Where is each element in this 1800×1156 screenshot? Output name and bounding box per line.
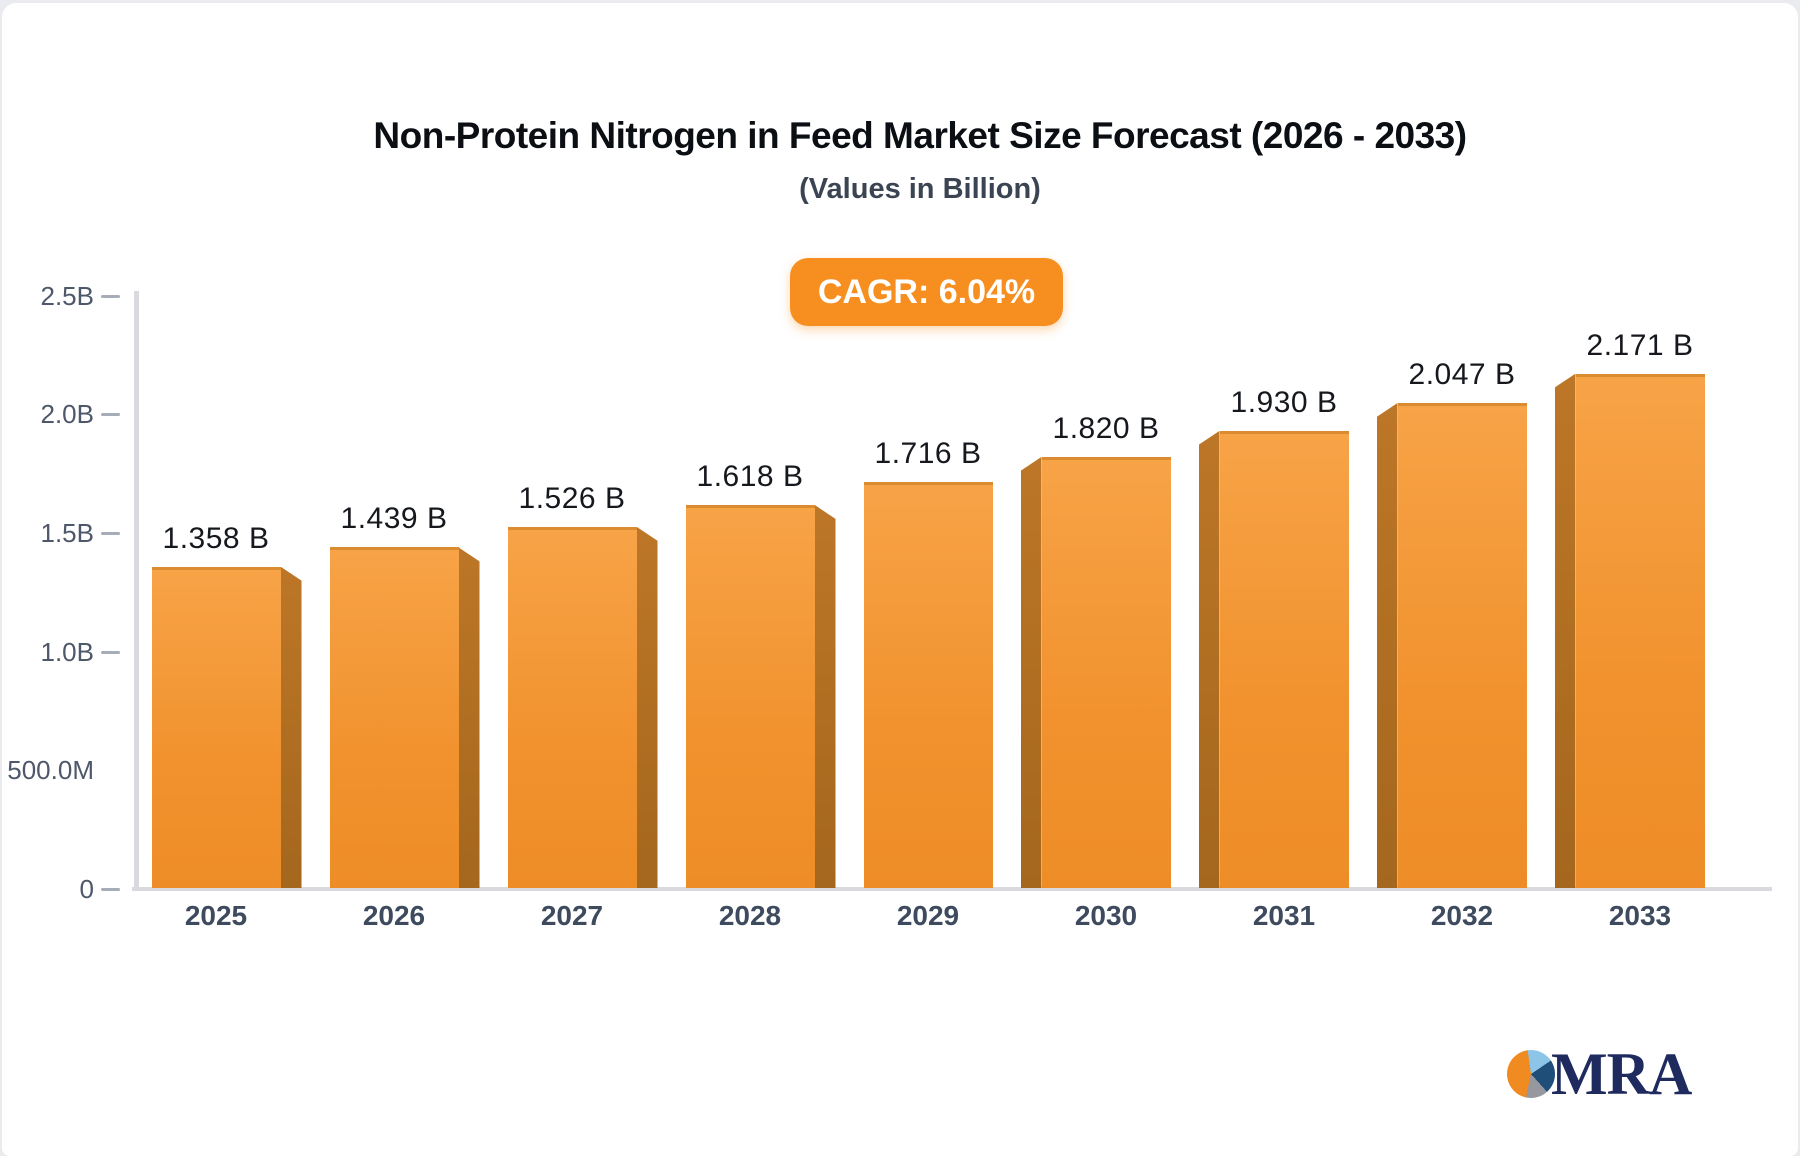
x-category-label-2027: 2027: [540, 900, 604, 931]
bar-2028: [685, 504, 815, 888]
bar-value-label: 1.716 B: [874, 436, 982, 470]
y-tick-dash: [101, 650, 120, 654]
y-tick-dash: [101, 888, 120, 891]
brand-logo: MRA: [1507, 1039, 1767, 1109]
y-tick-dash: [101, 294, 120, 298]
x-category-label-2025: 2025: [184, 900, 248, 931]
bar-2030: [1041, 456, 1171, 888]
y-tick-label: 2.0B: [40, 399, 95, 430]
chart-card: Non-Protein Nitrogen in Feed Market Size…: [2, 3, 1798, 1156]
brand-logo-text: MRA: [1551, 1041, 1692, 1107]
y-tick-dash: [101, 531, 120, 535]
bar-value-label: 1.820 B: [1052, 411, 1160, 445]
bar-3d-side-2028: [814, 504, 836, 888]
bar-3d-side-2030: [1020, 456, 1042, 888]
bar-3d-side-2032: [1376, 403, 1398, 888]
bar-2029: [863, 481, 993, 888]
bar-3d-side-2031: [1198, 430, 1220, 888]
x-category-label-2029: 2029: [896, 900, 960, 931]
chart-subtitle: (Values in Billion): [799, 173, 1041, 205]
y-tick-label: 0: [79, 874, 94, 904]
bar-2033: [1575, 373, 1705, 888]
bar-3d-side-2026: [458, 547, 480, 888]
bar-value-label: 1.439 B: [340, 502, 448, 536]
pie-chart-logo-icon: [1507, 1050, 1555, 1098]
x-category-label-2028: 2028: [718, 900, 782, 931]
cagr-badge-label: CAGR: 6.04%: [817, 272, 1036, 311]
bar-value-label: 1.358 B: [162, 521, 270, 555]
bar-2026: [329, 547, 459, 888]
chart-title: Non-Protein Nitrogen in Feed Market Size…: [373, 115, 1467, 156]
y-tick-label: 1.5B: [40, 517, 95, 548]
y-tick-dash: [101, 413, 120, 417]
bar-value-label: 1.618 B: [696, 459, 804, 493]
bar-2025: [151, 566, 281, 888]
x-category-label-2031: 2031: [1252, 900, 1316, 931]
bar-3d-side-2033: [1554, 373, 1576, 888]
y-tick-label: 500.0M: [7, 755, 94, 786]
bar-3d-side-2025: [280, 566, 302, 888]
bar-value-label: 2.171 B: [1586, 328, 1694, 362]
x-category-label-2026: 2026: [362, 900, 426, 931]
bar-value-label: 1.930 B: [1230, 385, 1338, 419]
bar-value-label: 2.047 B: [1408, 358, 1516, 392]
bar-2031: [1219, 430, 1349, 888]
x-axis-line: [132, 887, 1772, 891]
bar-2032: [1397, 403, 1527, 888]
bar-value-label: 1.526 B: [518, 481, 626, 515]
x-category-label-2032: 2032: [1430, 900, 1494, 931]
y-tick-label: 1.0B: [40, 636, 95, 667]
plot-area: 2.5B 2.0B 1.5B 1.0B 500.0M 0 1.358 B 2025 1.439 …: [2, 3, 1800, 1156]
x-category-label-2030: 2030: [1074, 900, 1138, 931]
bar-2027: [507, 526, 637, 888]
y-axis-line: [134, 291, 139, 891]
cagr-badge: CAGR: 6.04%: [790, 258, 1063, 326]
x-category-label-2033: 2033: [1608, 900, 1672, 931]
bar-3d-side-2027: [636, 526, 658, 888]
y-tick-label: 2.5B: [40, 280, 95, 311]
